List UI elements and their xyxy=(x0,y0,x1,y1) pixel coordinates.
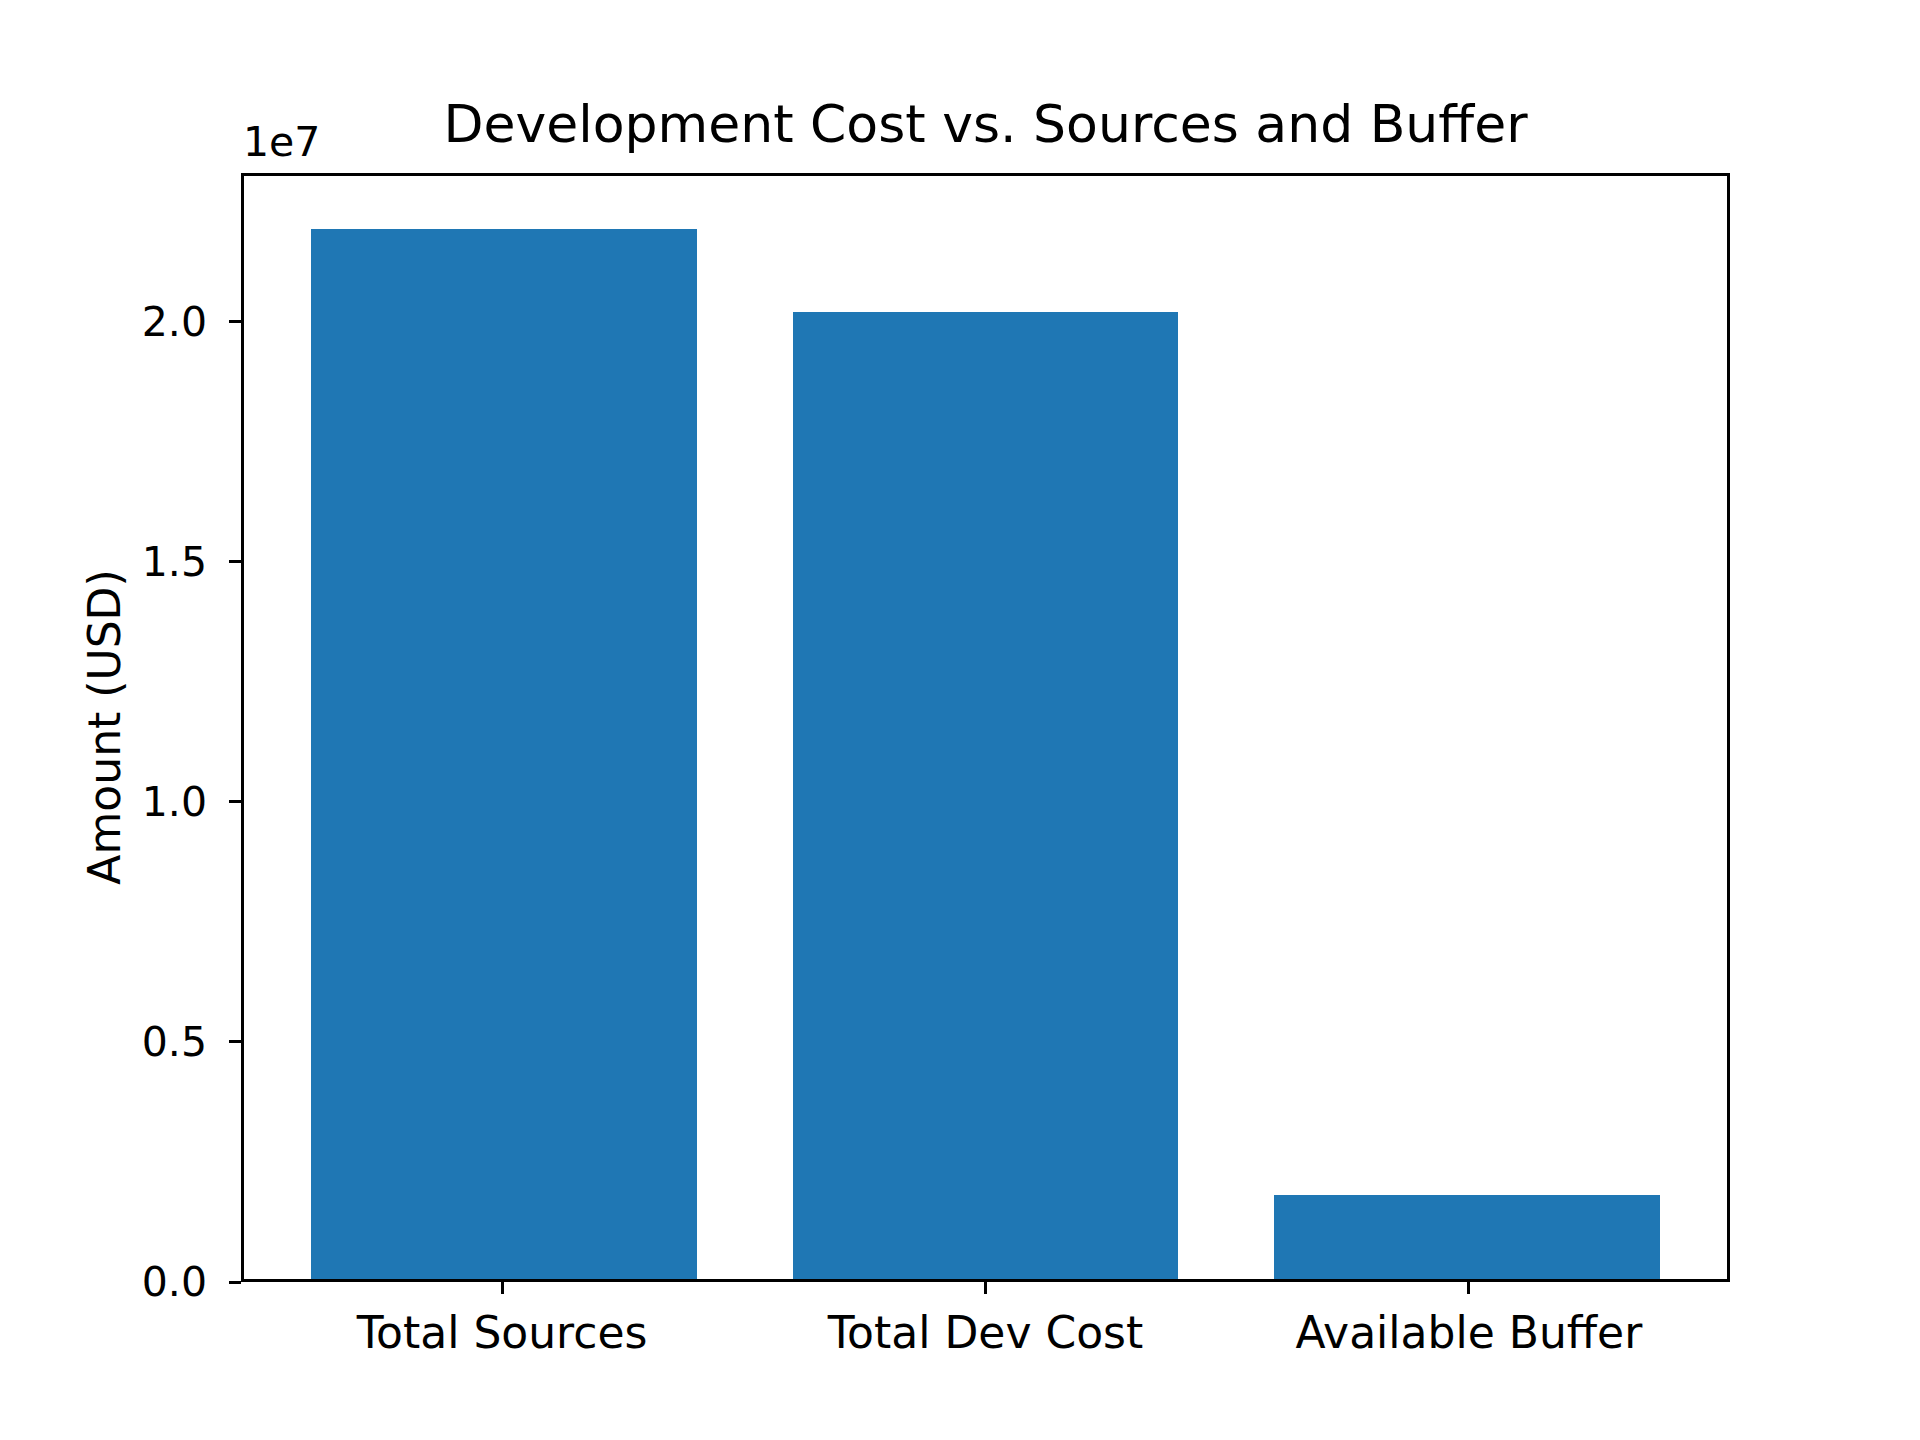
y-tick-mark xyxy=(229,560,241,563)
figure-canvas: Development Cost vs. Sources and Buffer … xyxy=(0,0,1920,1440)
y-tick-label-2.0: 2.0 xyxy=(7,298,207,346)
y-tick-mark xyxy=(229,320,241,323)
y-axis-label: Amount (USD) xyxy=(79,569,130,884)
x-tick-mark xyxy=(984,1282,987,1294)
x-tick-label-total-sources: Total Sources xyxy=(242,1308,762,1358)
y-tick-mark xyxy=(229,1040,241,1043)
y-tick-mark xyxy=(229,800,241,803)
x-tick-label-total-dev-cost: Total Dev Cost xyxy=(726,1308,1246,1358)
plot-area xyxy=(241,173,1730,1282)
x-tick-mark xyxy=(501,1282,504,1294)
y-axis-offset-text: 1e7 xyxy=(243,120,320,164)
y-tick-label-1.5: 1.5 xyxy=(7,538,207,586)
bar-total-sources xyxy=(311,229,696,1279)
y-tick-label-0.0: 0.0 xyxy=(7,1258,207,1306)
y-tick-label-1.0: 1.0 xyxy=(7,778,207,826)
y-tick-label-0.5: 0.5 xyxy=(7,1018,207,1066)
chart-title: Development Cost vs. Sources and Buffer xyxy=(241,96,1730,152)
y-tick-mark xyxy=(229,1281,241,1284)
x-tick-label-available-buffer: Available Buffer xyxy=(1209,1308,1729,1358)
bar-total-dev-cost xyxy=(793,312,1178,1279)
x-tick-mark xyxy=(1467,1282,1470,1294)
bar-available-buffer xyxy=(1274,1195,1659,1279)
bars-container xyxy=(244,176,1727,1279)
